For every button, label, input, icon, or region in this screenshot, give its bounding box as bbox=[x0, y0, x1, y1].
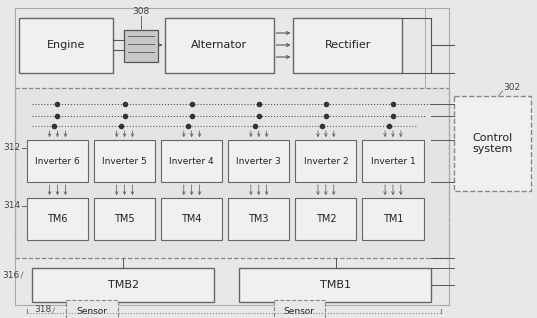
Bar bbox=[15, 8, 425, 90]
Text: Inverter 3: Inverter 3 bbox=[236, 156, 281, 165]
Text: Inverter 2: Inverter 2 bbox=[303, 156, 348, 165]
Bar bbox=[94, 140, 155, 182]
Text: TM5: TM5 bbox=[114, 214, 135, 224]
Bar bbox=[27, 198, 88, 240]
Bar bbox=[228, 140, 289, 182]
Text: TMB1: TMB1 bbox=[320, 280, 351, 290]
Bar bbox=[295, 140, 357, 182]
Text: TM1: TM1 bbox=[383, 214, 403, 224]
Bar bbox=[161, 198, 222, 240]
Text: Sensor: Sensor bbox=[77, 307, 107, 315]
Text: 316: 316 bbox=[3, 271, 20, 280]
Bar bbox=[32, 268, 214, 302]
Text: TM4: TM4 bbox=[182, 214, 202, 224]
Text: TM3: TM3 bbox=[249, 214, 269, 224]
Bar bbox=[293, 18, 402, 73]
Bar bbox=[19, 18, 113, 73]
Bar bbox=[67, 300, 118, 318]
Bar bbox=[228, 198, 289, 240]
Bar bbox=[124, 30, 158, 62]
Text: Engine: Engine bbox=[47, 40, 85, 51]
Text: Rectifier: Rectifier bbox=[324, 40, 371, 51]
Text: 312: 312 bbox=[3, 143, 20, 153]
Bar bbox=[362, 140, 424, 182]
Text: Sensor: Sensor bbox=[284, 307, 315, 315]
Text: 318: 318 bbox=[34, 306, 52, 315]
Bar bbox=[27, 140, 88, 182]
Bar bbox=[15, 88, 449, 258]
Text: Alternator: Alternator bbox=[191, 40, 248, 51]
Text: 308: 308 bbox=[133, 8, 150, 17]
Text: 302: 302 bbox=[504, 84, 520, 93]
Text: Inverter 4: Inverter 4 bbox=[169, 156, 214, 165]
Bar bbox=[295, 198, 357, 240]
Bar bbox=[239, 268, 431, 302]
Bar bbox=[165, 18, 273, 73]
Text: Inverter 6: Inverter 6 bbox=[35, 156, 80, 165]
Text: 314: 314 bbox=[3, 202, 20, 211]
Bar bbox=[362, 198, 424, 240]
Bar bbox=[94, 198, 155, 240]
Bar bbox=[161, 140, 222, 182]
Bar bbox=[273, 300, 325, 318]
Text: TMB2: TMB2 bbox=[107, 280, 139, 290]
Bar bbox=[454, 96, 531, 191]
Text: Inverter 5: Inverter 5 bbox=[102, 156, 147, 165]
Text: Inverter 1: Inverter 1 bbox=[371, 156, 415, 165]
Text: TM6: TM6 bbox=[47, 214, 68, 224]
Text: TM2: TM2 bbox=[316, 214, 336, 224]
Text: Control
system: Control system bbox=[473, 133, 513, 154]
